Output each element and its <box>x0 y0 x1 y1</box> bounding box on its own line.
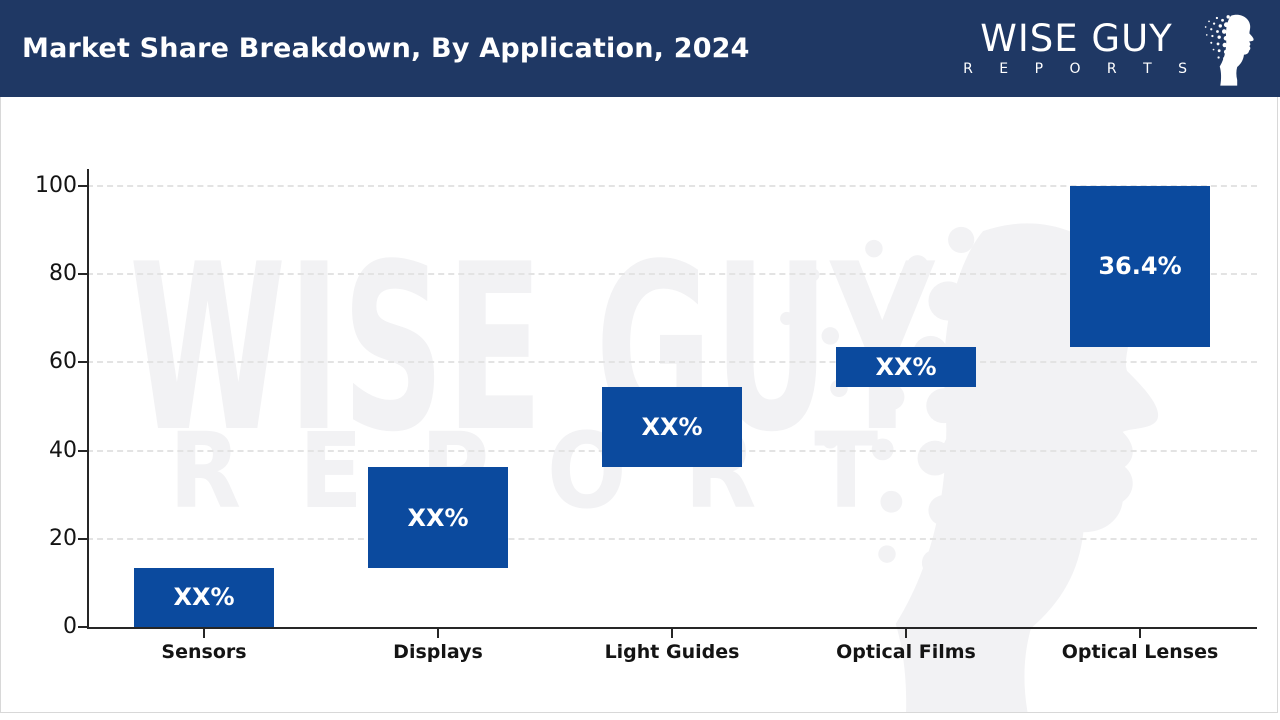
bar-optical-lenses: 36.4% <box>1070 186 1210 347</box>
bar-value-label: XX% <box>875 352 937 381</box>
x-axis-category-label: Displays <box>393 641 483 663</box>
logo-text: WISE GUY R E P O R T S <box>955 20 1198 77</box>
logo-secondary-text: R E P O R T S <box>963 61 1198 77</box>
x-axis-category-label: Optical Lenses <box>1061 641 1219 663</box>
watermark-text-primary: WISE GUY <box>129 216 936 483</box>
gridline <box>87 361 1257 364</box>
x-axis-category-label: Light Guides <box>604 641 740 663</box>
x-axis-tick <box>203 629 205 638</box>
x-axis-tick <box>671 629 673 638</box>
x-axis-category-label: Optical Films <box>836 641 976 663</box>
y-axis-tick <box>78 273 87 276</box>
gridline <box>87 185 1257 187</box>
plot-area: 0 20 40 60 80 100 Sensors Displays Light Guides O… <box>1 97 1277 712</box>
y-axis-tick-label: 100 <box>35 173 77 198</box>
x-axis-tick <box>1139 629 1141 638</box>
bar-light-guides: XX% <box>602 387 742 468</box>
wise-guy-logo: WISE GUY R E P O R T S <box>955 12 1262 86</box>
bar-sensors: XX% <box>134 567 274 627</box>
logo-primary-text: WISE GUY <box>980 17 1173 60</box>
page-title: Market Share Breakdown, By Application, … <box>22 33 750 64</box>
bar-value-label: 36.4% <box>1098 252 1182 281</box>
bar-value-label: XX% <box>173 583 235 612</box>
bar-optical-films: XX% <box>836 346 976 388</box>
chart-canvas: WISE GUY R E P O R T S 0 20 40 60 80 100 Senso… <box>0 97 1278 713</box>
y-axis-tick <box>78 361 87 364</box>
bar-displays: XX% <box>368 467 508 568</box>
y-axis-tick <box>78 626 87 628</box>
x-axis-category-label: Sensors <box>161 641 247 663</box>
x-axis-line <box>87 627 1257 629</box>
x-axis-tick <box>437 629 439 638</box>
y-axis-tick-label: 80 <box>49 261 77 287</box>
bar-value-label: XX% <box>641 413 703 442</box>
y-axis-tick-label: 0 <box>63 614 77 639</box>
y-axis-tick-label: 40 <box>49 437 77 463</box>
y-axis-tick-label: 60 <box>49 349 77 375</box>
x-axis-tick <box>905 629 907 638</box>
y-axis-tick-label: 20 <box>49 525 77 551</box>
face-dots-icon <box>1204 14 1254 86</box>
gridline <box>87 273 1257 276</box>
y-axis-line <box>87 169 89 629</box>
y-axis-tick <box>78 185 87 187</box>
y-axis-tick <box>78 537 87 540</box>
header-bar: Market Share Breakdown, By Application, … <box>0 0 1280 97</box>
y-axis-tick <box>78 449 87 452</box>
gridline <box>87 537 1257 540</box>
bar-value-label: XX% <box>407 503 469 532</box>
watermark-text-secondary: R E P O R T S <box>169 410 1016 532</box>
